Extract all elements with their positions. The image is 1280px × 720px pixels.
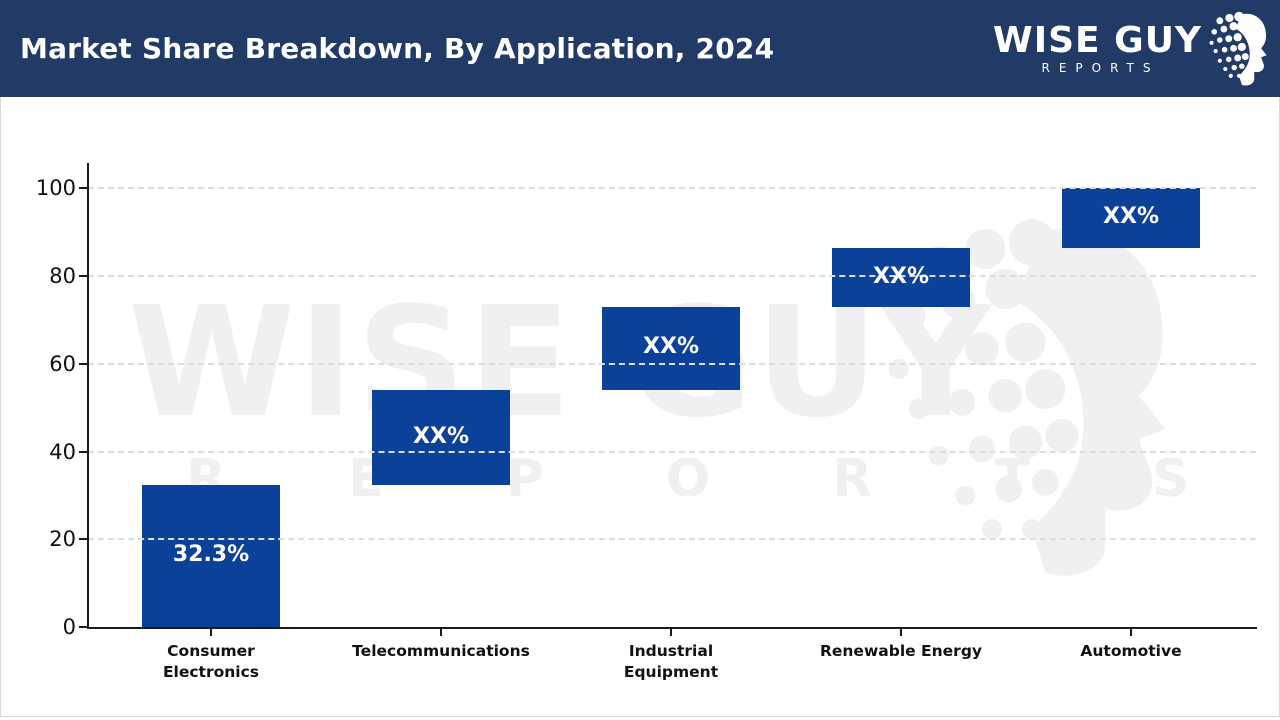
- bar: [372, 390, 510, 486]
- x-category-label-line: Equipment: [623, 663, 719, 681]
- logo-subtitle: REPORTS: [1041, 61, 1160, 75]
- x-category-label-line: Automotive: [1080, 642, 1182, 660]
- y-axis-tick: [79, 362, 88, 365]
- x-category-label-line: Electronics: [162, 663, 260, 681]
- x-axis-line: [87, 627, 1257, 629]
- x-category-label: Automotive: [1011, 641, 1251, 662]
- y-axis-tick: [79, 275, 88, 278]
- y-axis-line: [87, 163, 89, 629]
- gridline: [88, 450, 1256, 453]
- gridline: [88, 275, 1256, 278]
- y-tick-label: 80: [49, 264, 76, 289]
- x-category-label: Renewable Energy: [781, 641, 1021, 662]
- bar-value-label: XX%: [643, 334, 699, 360]
- x-axis-tick: [1130, 627, 1132, 636]
- head-profile-icon: [1206, 11, 1268, 87]
- x-category-label: Telecommunications: [321, 641, 561, 662]
- x-category-label: Industrial Equipment: [551, 641, 791, 683]
- y-axis-tick: [79, 187, 88, 190]
- x-axis-tick: [440, 627, 442, 636]
- gridline: [88, 538, 1256, 541]
- x-category-label-line: Renewable Energy: [819, 642, 983, 660]
- y-tick-label: 20: [49, 527, 76, 552]
- header-bar: Market Share Breakdown, By Application, …: [0, 0, 1280, 97]
- y-tick-label: 100: [35, 176, 76, 201]
- gridline: [88, 362, 1256, 365]
- watermark-subtitle: R E P O R T S: [186, 449, 1242, 509]
- bar-value-label: XX%: [873, 263, 929, 289]
- x-category-label-line: Telecommunications: [352, 642, 530, 660]
- x-category-label-line: Consumer: [167, 642, 255, 660]
- x-axis-tick: [210, 627, 212, 636]
- y-tick-label: 60: [49, 351, 76, 376]
- x-category-label: Consumer Electronics: [91, 641, 331, 683]
- y-axis-tick: [79, 626, 88, 628]
- y-tick-label: 0: [62, 615, 76, 639]
- bar: [142, 485, 280, 627]
- x-axis-tick: [900, 627, 902, 636]
- chart-area: WISE GUY R E P O R T S 0 20 40 60 80 100 32.3%…: [0, 97, 1280, 720]
- bar-value-label: 32.3%: [172, 542, 250, 568]
- chart-title: Market Share Breakdown, By Application, …: [20, 32, 775, 65]
- bar-value-label: XX%: [1103, 204, 1159, 230]
- bar-value-label: XX%: [413, 423, 469, 449]
- y-tick-label: 40: [49, 439, 76, 464]
- x-axis-tick: [670, 627, 672, 636]
- y-axis-tick: [79, 450, 88, 453]
- x-category-label-line: Industrial: [628, 642, 714, 660]
- gridline: [88, 187, 1256, 190]
- wise-guy-logo: WISE GUY REPORTS: [993, 11, 1280, 87]
- y-axis-tick: [79, 538, 88, 541]
- logo-text: WISE GUY REPORTS: [992, 20, 1202, 76]
- bar: [602, 306, 740, 391]
- logo-wordmark: WISE GUY: [992, 20, 1202, 61]
